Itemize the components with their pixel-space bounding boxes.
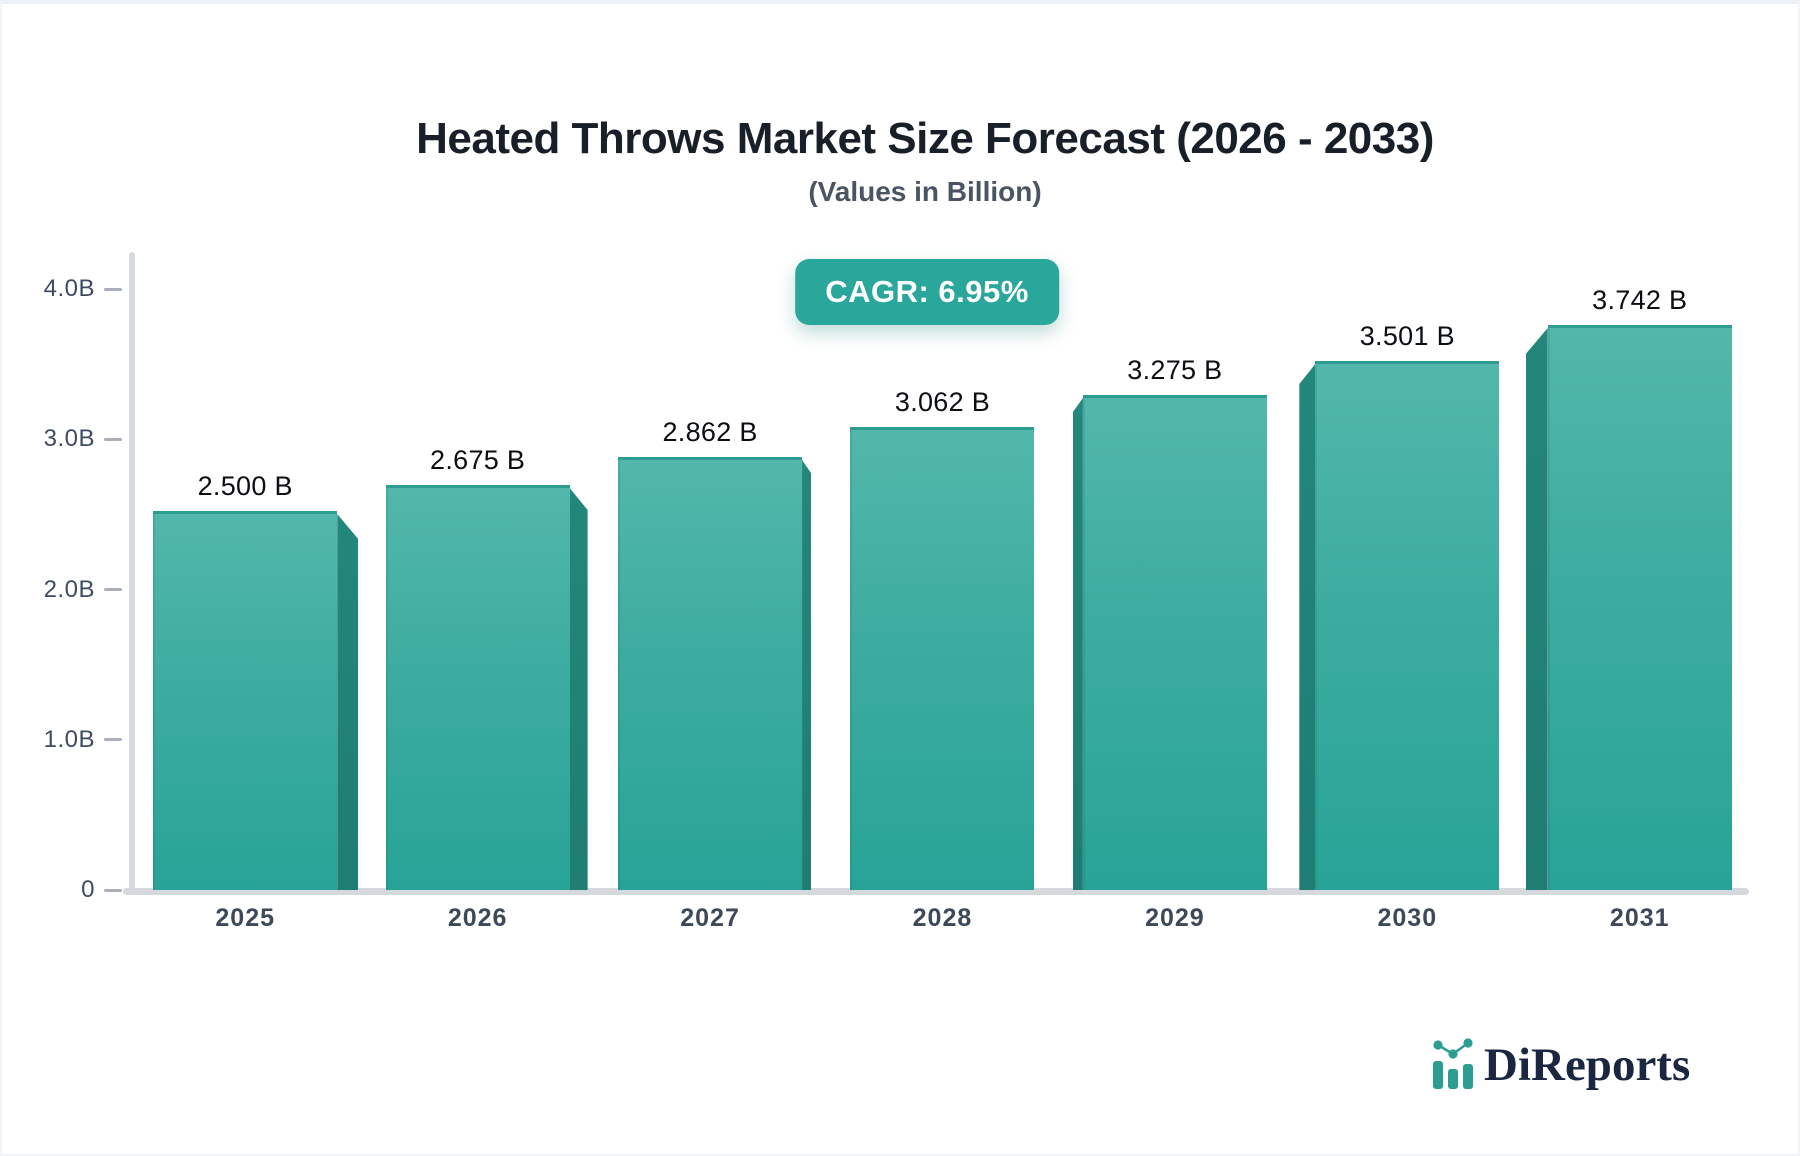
bar-face [1547, 325, 1732, 890]
bar-side-face [1072, 398, 1083, 890]
y-tick-mark [104, 588, 122, 591]
bar-face [153, 511, 338, 890]
bar-side-face [1525, 328, 1548, 890]
y-tick-1.0B: 1.0B [16, 725, 122, 753]
y-axis-line [129, 252, 135, 892]
bar-value-label: 2.675 B [430, 445, 526, 475]
bar-value-label: 3.501 B [1359, 321, 1455, 351]
bar-side-face [1299, 364, 1316, 890]
y-tick-label: 1.0B [43, 725, 95, 753]
bar-face [1082, 395, 1267, 890]
bar-value-label: 3.275 B [1127, 355, 1223, 385]
bar-slot-2030: 3.501 B [1291, 250, 1523, 890]
bar-2028: 3.062 B [850, 387, 1035, 890]
bar-face [850, 427, 1035, 890]
bar-2025: 2.500 B [153, 471, 359, 890]
bar-value-label: 2.500 B [197, 471, 293, 501]
bar-value-label: 2.862 B [662, 417, 758, 447]
bar-slot-2027: 2.862 B [594, 250, 826, 890]
bar-face [385, 485, 570, 890]
y-tick-label: 2.0B [43, 575, 95, 603]
bar-slot-2025: 2.500 B [129, 250, 361, 890]
bar-2031: 3.742 B [1525, 285, 1732, 890]
x-axis-label-2026: 2026 [447, 904, 508, 932]
y-tick-3.0B: 3.0B [16, 425, 122, 453]
y-tick-2.0B: 2.0B [16, 575, 122, 603]
y-tick-0: 0 [16, 876, 122, 903]
bar-slot-2029: 3.275 B [1059, 250, 1291, 890]
bar-side-face [802, 460, 812, 890]
y-tick-mark [104, 888, 122, 892]
x-axis-label-2028: 2028 [912, 904, 973, 932]
bar-slot-2028: 3.062 B [826, 250, 1058, 890]
y-tick-mark [104, 738, 122, 742]
x-axis-label-2031: 2031 [1609, 904, 1670, 932]
bar-slot-2026: 2.675 B [361, 250, 593, 890]
y-tick-mark [104, 287, 122, 291]
bar-slot-2031: 3.742 B [1524, 250, 1756, 890]
bars-area: 2.500 B 2.675 B 2.862 B 3.062 B 3.275 B 3.501… [129, 250, 1756, 890]
cagr-badge: CAGR: 6.95% [795, 259, 1059, 325]
bar-value-label: 3.062 B [894, 387, 991, 417]
x-axis-labels: 2025 2026 2027 2028 2029 2030 2031 [129, 904, 1756, 933]
logo-text: DiReports [1484, 1039, 1691, 1091]
x-axis-baseline [123, 888, 1749, 895]
mini-bar-chart-logo-icon [1433, 1038, 1473, 1089]
bar-face [1315, 361, 1500, 890]
bar-2027: 2.862 B [618, 417, 812, 890]
x-axis-label-2025: 2025 [215, 904, 276, 932]
bar-2030: 3.501 B [1299, 321, 1500, 890]
x-axis-label-2027: 2027 [680, 904, 740, 932]
y-tick-4.0B: 4.0B [16, 275, 122, 302]
x-axis-label-2030: 2030 [1377, 904, 1438, 932]
y-tick-label: 4.0B [43, 275, 95, 302]
bar-value-label: 3.742 B [1592, 285, 1688, 315]
direports-logo: DiReports [1430, 1036, 1690, 1094]
y-tick-mark [104, 437, 122, 441]
chart-title: Heated Throws Market Size Forecast (2026… [416, 114, 1434, 163]
bar-side-face [337, 514, 359, 890]
bar-2026: 2.675 B [385, 445, 588, 890]
y-tick-label: 0 [81, 876, 95, 903]
bar-2029: 3.275 B [1072, 355, 1267, 890]
bar-side-face [569, 488, 588, 890]
chart-subtitle: (Values in Billion) [808, 176, 1042, 207]
bar-face [618, 457, 803, 890]
x-axis-label-2029: 2029 [1145, 904, 1205, 932]
y-tick-label: 3.0B [43, 425, 95, 453]
